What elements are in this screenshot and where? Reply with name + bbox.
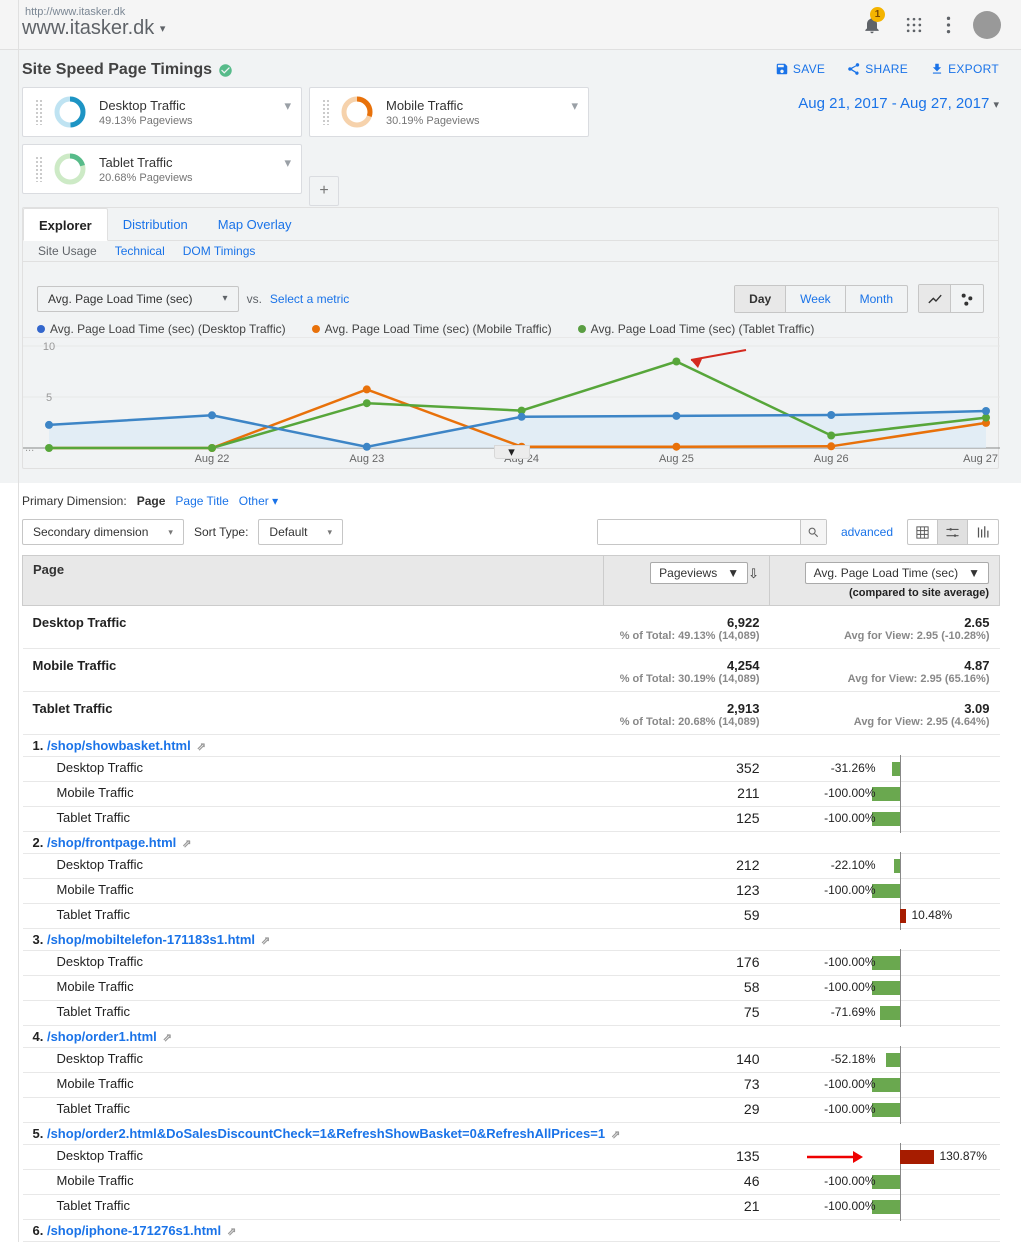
svg-text:Aug 22: Aug 22 bbox=[195, 453, 230, 465]
svg-text:Aug 25: Aug 25 bbox=[659, 453, 694, 465]
svg-text:Aug 23: Aug 23 bbox=[349, 453, 384, 465]
svg-text:10: 10 bbox=[43, 341, 55, 353]
svg-text:Aug 26: Aug 26 bbox=[814, 453, 849, 465]
svg-text:...: ... bbox=[25, 442, 34, 454]
svg-text:Aug 27: Aug 27 bbox=[963, 453, 998, 465]
svg-text:5: 5 bbox=[46, 392, 52, 404]
